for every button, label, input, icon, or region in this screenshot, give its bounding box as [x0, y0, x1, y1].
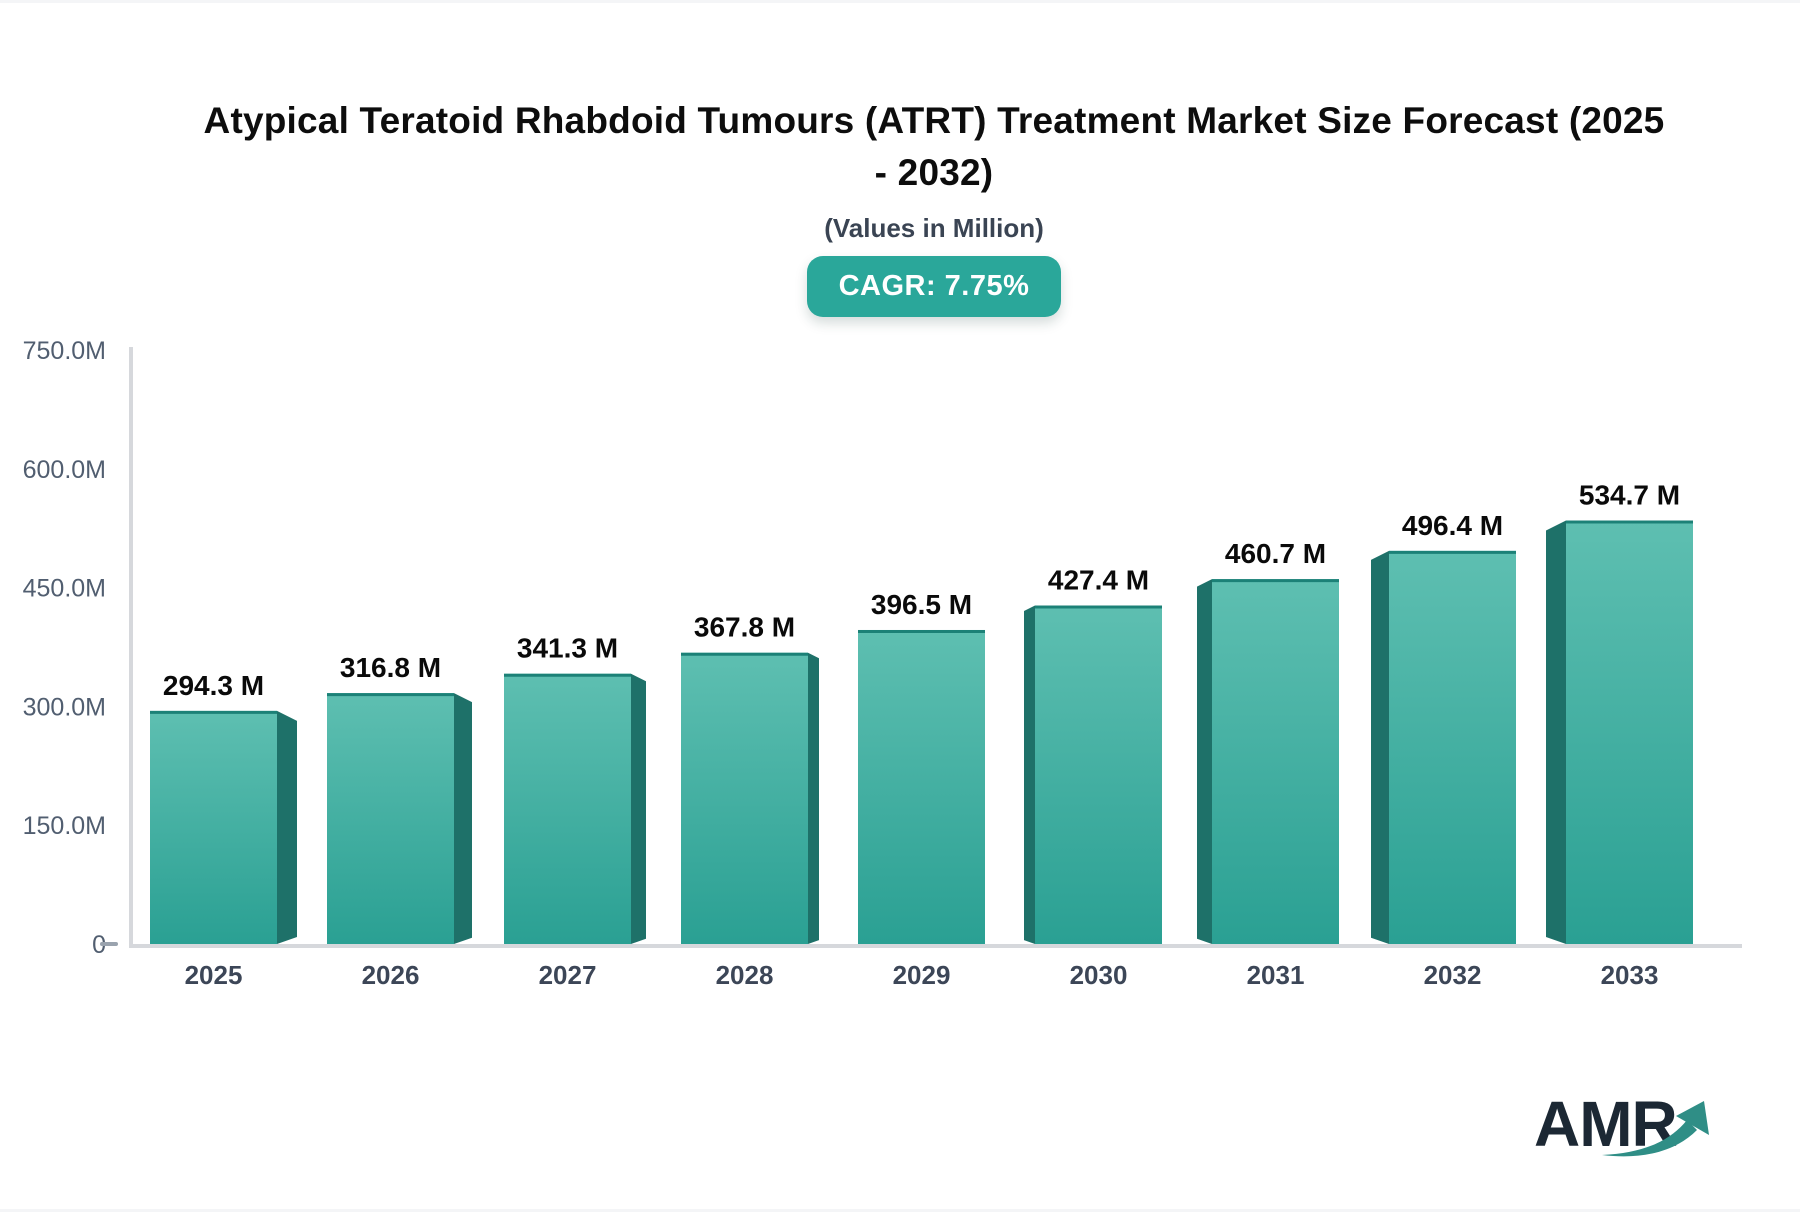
- bar-side-face: [808, 652, 819, 944]
- bar-front-face: [327, 693, 454, 944]
- bar-group-2025[interactable]: 294.3 M 2025: [150, 670, 297, 990]
- zero-tick-dash: [100, 942, 118, 946]
- x-category-label: 2030: [1070, 960, 1128, 990]
- bar-side-face: [454, 693, 472, 944]
- bar-value-label: 341.3 M: [517, 633, 618, 664]
- bar-group-2031[interactable]: 460.7 M 2031: [1197, 538, 1339, 990]
- bar-front-face: [1566, 520, 1693, 944]
- bar-value-label: 460.7 M: [1225, 538, 1326, 569]
- bar-side-face: [1371, 550, 1389, 944]
- bar-front-face: [1212, 579, 1339, 944]
- chart-title-line2: - 2032): [874, 152, 994, 193]
- y-tick-label: 150.0M: [23, 812, 106, 840]
- bar-group-2032[interactable]: 496.4 M 2032: [1371, 510, 1516, 990]
- y-tick-label: 300.0M: [23, 693, 106, 721]
- chart-subtitle: (Values in Million): [824, 213, 1044, 243]
- y-tick-label: 0: [92, 931, 106, 959]
- x-category-label: 2025: [185, 960, 243, 990]
- bar-value-label: 534.7 M: [1579, 480, 1680, 511]
- x-category-label: 2028: [716, 960, 774, 990]
- trend-up-arrow-icon: [1602, 1101, 1709, 1157]
- bar-group-2030[interactable]: 427.4 M 2030: [1024, 564, 1162, 990]
- bar-side-face: [277, 710, 297, 944]
- bar-side-face: [1197, 579, 1212, 944]
- bar-value-label: 316.8 M: [340, 652, 441, 683]
- y-tick-label: 600.0M: [23, 456, 106, 484]
- bar-value-label: 396.5 M: [871, 589, 972, 620]
- amr-logo: AMR: [1528, 1089, 1728, 1173]
- bar-value-label: 367.8 M: [694, 612, 795, 643]
- bar-front-face: [504, 673, 631, 944]
- bar-group-2029[interactable]: 396.5 M 2029: [858, 589, 985, 990]
- bar-value-label: 294.3 M: [163, 670, 264, 701]
- x-category-label: 2031: [1247, 960, 1305, 990]
- chart-header: Atypical Teratoid Rhabdoid Tumours (ATRT…: [84, 3, 1784, 317]
- bar-group-2026[interactable]: 316.8 M 2026: [327, 652, 472, 990]
- bar-side-face: [1546, 520, 1566, 944]
- bar-value-label: 427.4 M: [1048, 564, 1149, 595]
- bar-side-face: [1024, 605, 1035, 944]
- chart-title: Atypical Teratoid Rhabdoid Tumours (ATRT…: [84, 95, 1784, 199]
- bar-front-face: [681, 652, 808, 944]
- cagr-badge: CAGR: 7.75%: [806, 256, 1062, 317]
- bar-value-label: 496.4 M: [1402, 510, 1503, 541]
- y-tick-label: 450.0M: [23, 575, 106, 603]
- y-tick-label: 750.0M: [23, 337, 106, 365]
- bar-chart: 750.0M 600.0M 450.0M 300.0M 150.0M 0 294.3 M 20…: [23, 337, 1742, 990]
- bar-front-face: [1035, 605, 1162, 944]
- x-category-label: 2027: [539, 960, 597, 990]
- bar-group-2028[interactable]: 367.8 M 2028: [681, 612, 819, 990]
- bar-group-2027[interactable]: 341.3 M 2027: [504, 633, 646, 990]
- bar-side-face: [631, 673, 646, 944]
- x-category-label: 2032: [1424, 960, 1482, 990]
- bar-front-face: [858, 629, 985, 944]
- bar-group-2033[interactable]: 534.7 M 2033: [1546, 480, 1693, 990]
- bar-front-face: [150, 710, 277, 944]
- x-category-label: 2033: [1601, 960, 1659, 990]
- x-category-label: 2026: [362, 960, 420, 990]
- chart-title-line1: Atypical Teratoid Rhabdoid Tumours (ATRT…: [203, 100, 1665, 141]
- bar-front-face: [1389, 550, 1516, 944]
- x-category-label: 2029: [893, 960, 951, 990]
